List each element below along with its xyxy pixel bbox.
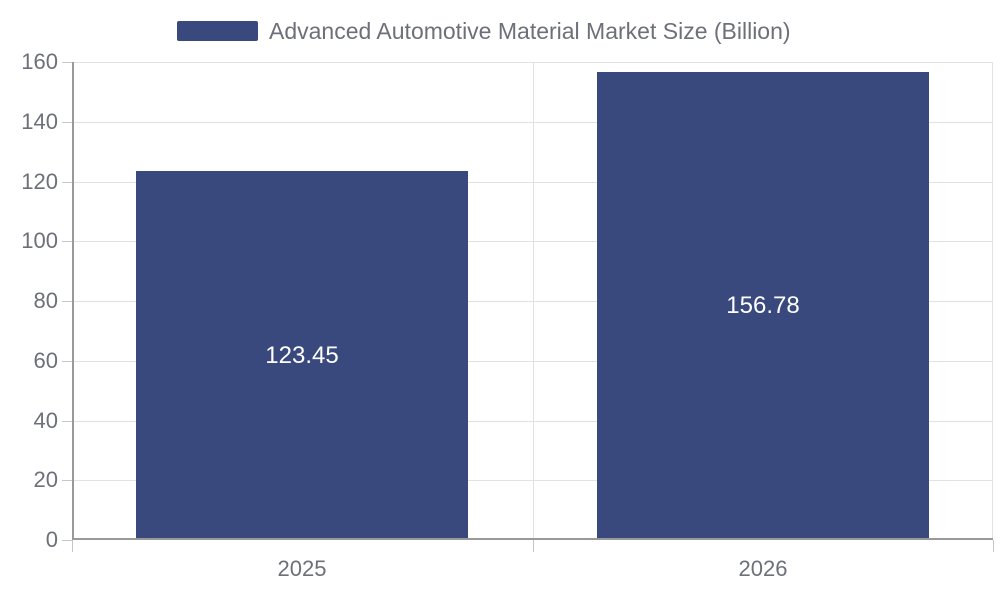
y-axis-tick-mark <box>62 182 72 183</box>
bar-2025[interactable]: 123.45 <box>136 171 468 540</box>
plot-right-border <box>992 62 993 540</box>
x-axis-tick-mark <box>72 540 73 552</box>
y-axis-tick-label: 40 <box>33 408 58 433</box>
bar-value-label: 123.45 <box>265 341 339 369</box>
legend-swatch-icon <box>177 21 258 41</box>
x-axis-tick-mark <box>533 540 534 552</box>
bar-2026[interactable]: 156.78 <box>597 72 929 540</box>
bar-value-label: 156.78 <box>726 292 800 319</box>
y-axis-tick-mark <box>62 421 72 422</box>
y-axis-tick-mark <box>62 480 72 481</box>
y-axis-tick-label: 100 <box>21 228 58 253</box>
x-axis-category-label: 2025 <box>277 556 327 581</box>
y-axis-tick-mark <box>62 540 72 541</box>
x-axis-tick-mark <box>993 540 994 552</box>
x-axis-category-label: 2026 <box>738 556 788 581</box>
legend-label: Advanced Automotive Material Market Size… <box>269 17 791 44</box>
y-axis-line <box>72 62 74 540</box>
gridline-horizontal <box>72 62 993 63</box>
y-axis-tick-label: 60 <box>33 348 58 373</box>
y-axis-tick-label: 160 <box>21 49 58 74</box>
y-axis-tick-mark <box>62 241 72 242</box>
plot-area: 123.45 156.78 <box>72 62 993 540</box>
legend-item[interactable]: Advanced Automotive Material Market Size… <box>177 17 791 45</box>
y-axis-tick-label: 140 <box>21 109 58 134</box>
gridline-vertical <box>533 62 534 540</box>
y-axis-tick-mark <box>62 62 72 63</box>
y-axis-tick-mark <box>62 301 72 302</box>
y-axis-tick-label: 80 <box>33 288 58 313</box>
y-axis-tick-mark <box>62 361 72 362</box>
x-axis-line <box>72 538 993 540</box>
y-axis-tick-label: 120 <box>21 169 58 194</box>
y-axis-tick-mark <box>62 122 72 123</box>
y-axis-tick-label: 0 <box>45 527 58 552</box>
y-axis-tick-label: 20 <box>33 467 58 492</box>
